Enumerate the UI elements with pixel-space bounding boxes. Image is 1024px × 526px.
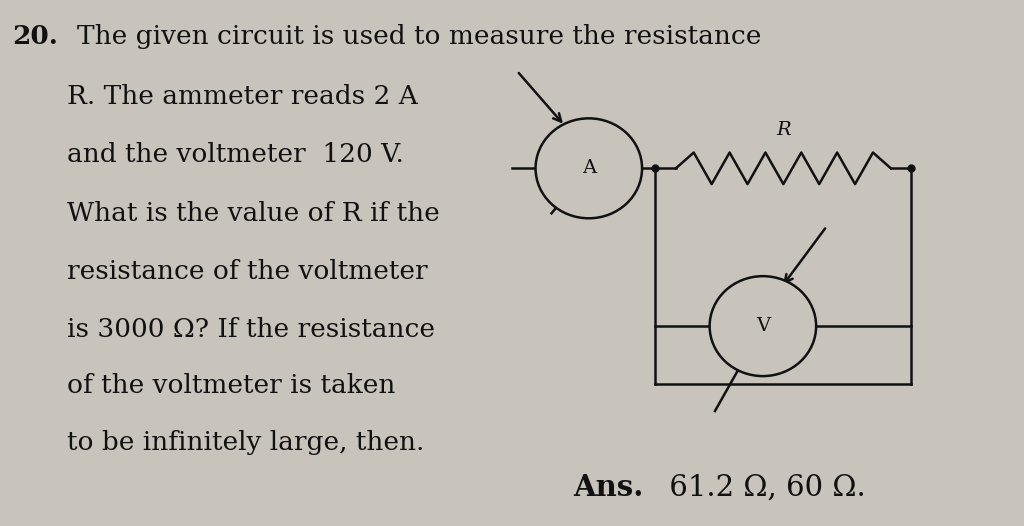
Text: of the voltmeter is taken: of the voltmeter is taken xyxy=(67,373,395,399)
Text: to be infinitely large, then.: to be infinitely large, then. xyxy=(67,430,424,455)
Text: is 3000 Ω? If the resistance: is 3000 Ω? If the resistance xyxy=(67,317,434,342)
Text: A: A xyxy=(582,159,596,177)
Text: 61.2 Ω, 60 Ω.: 61.2 Ω, 60 Ω. xyxy=(660,473,866,501)
Ellipse shape xyxy=(710,276,816,376)
Text: V: V xyxy=(756,317,770,335)
Text: The given circuit is used to measure the resistance: The given circuit is used to measure the… xyxy=(77,24,761,49)
Text: What is the value of R if the: What is the value of R if the xyxy=(67,201,439,226)
Text: resistance of the voltmeter: resistance of the voltmeter xyxy=(67,259,427,284)
Text: Ans.: Ans. xyxy=(573,473,644,502)
Text: 20.: 20. xyxy=(12,24,58,49)
Text: and the voltmeter  120 V.: and the voltmeter 120 V. xyxy=(67,142,403,167)
Text: R. The ammeter reads 2 A: R. The ammeter reads 2 A xyxy=(67,84,418,109)
Ellipse shape xyxy=(536,118,642,218)
Text: R: R xyxy=(776,122,791,139)
